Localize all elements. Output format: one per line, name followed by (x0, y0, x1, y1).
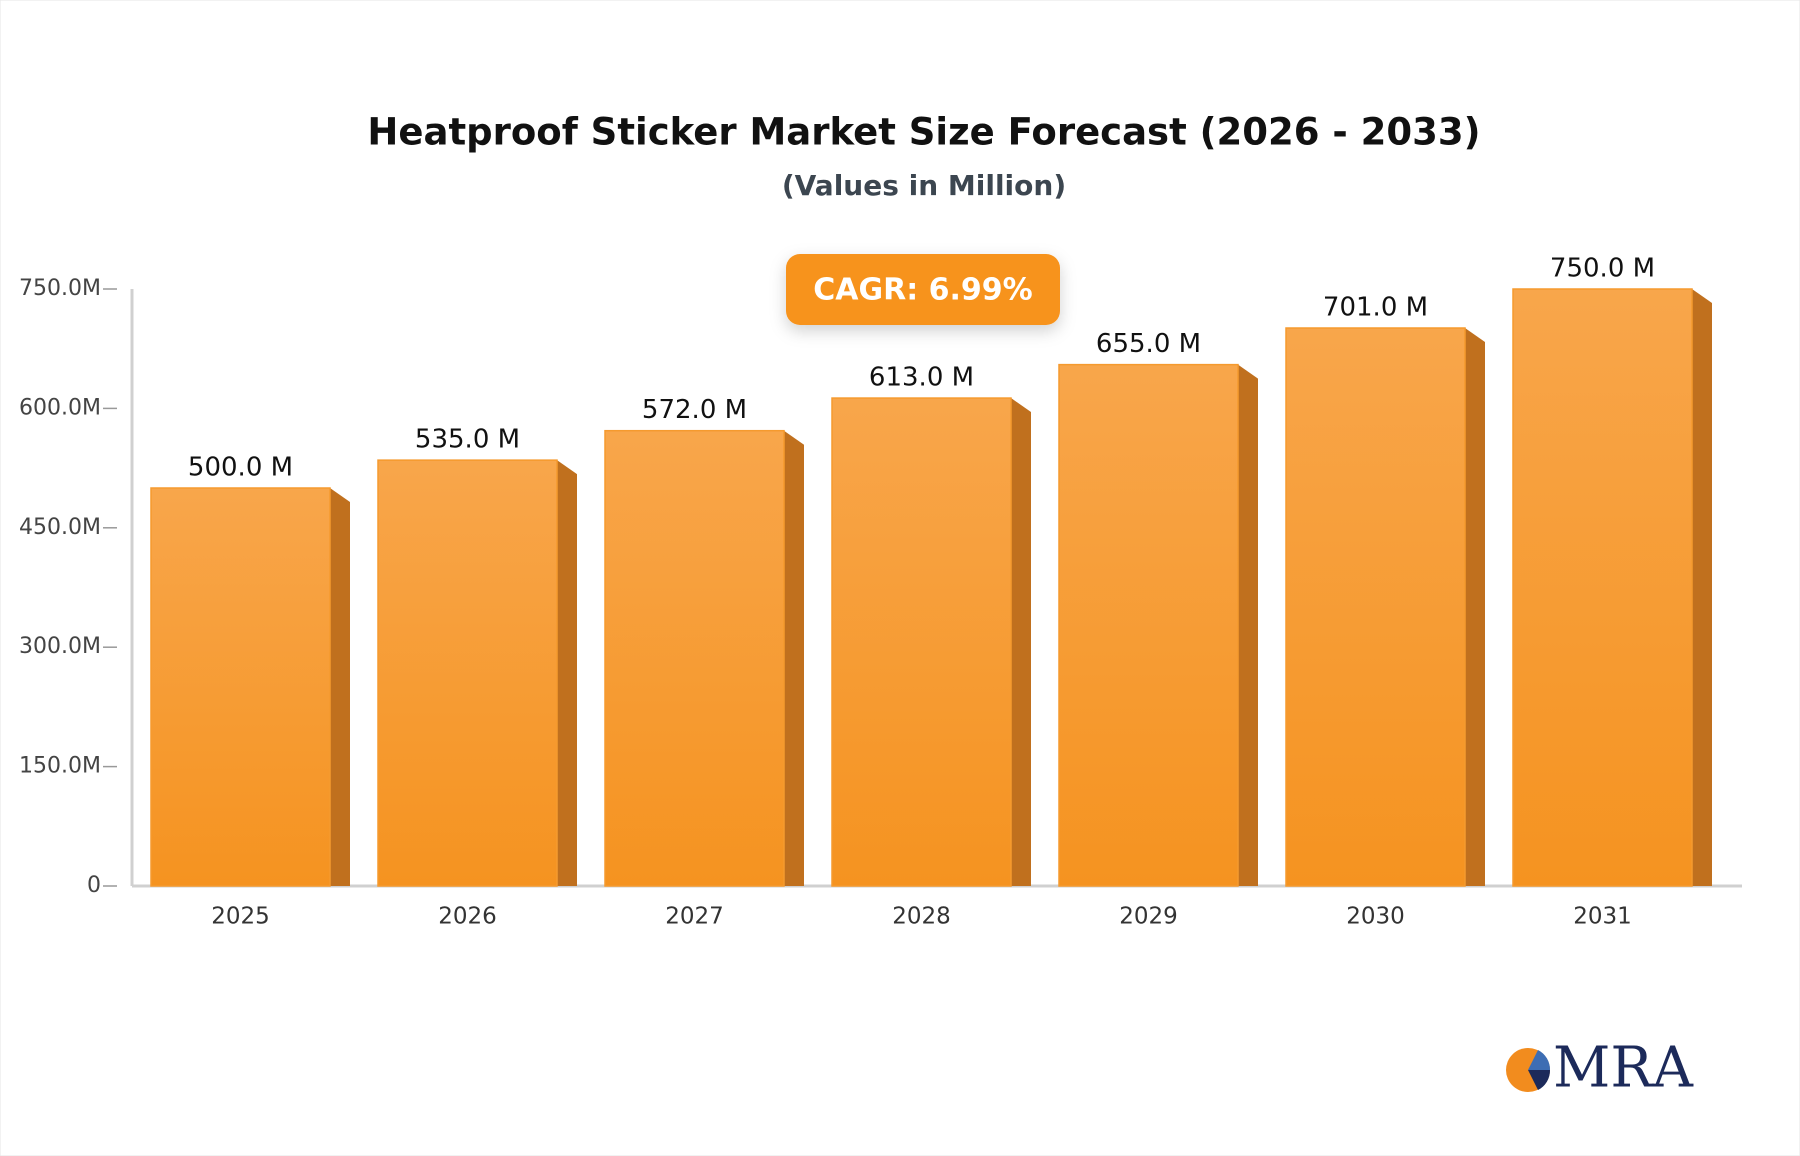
y-tick-label: 450.0M (19, 515, 101, 540)
cagr-label: CAGR: 6.99% (813, 273, 1032, 308)
x-tick-label: 2025 (211, 904, 270, 930)
bar (377, 459, 558, 887)
bar (831, 397, 1012, 887)
value-label: 572.0 M (642, 395, 747, 425)
y-tick-label: 600.0M (19, 395, 101, 420)
logo: MRA (1506, 1036, 1694, 1101)
bar (604, 429, 785, 887)
logo-text: MRA (1553, 1036, 1694, 1101)
bar-side (784, 430, 804, 886)
y-tick-label: 750.0M (19, 276, 101, 301)
bar (1512, 288, 1693, 887)
bar-side (1465, 328, 1485, 886)
value-label: 701.0 M (1323, 293, 1428, 323)
logo-slice (1528, 1070, 1551, 1090)
value-label: 750.0 M (1550, 254, 1655, 284)
chart-subtitle: (Values in Million) (782, 169, 1066, 202)
value-label: 655.0 M (1096, 329, 1201, 359)
x-tick-label: 2027 (665, 904, 724, 930)
x-tick-label: 2030 (1346, 904, 1405, 930)
logo-slice (1528, 1050, 1551, 1070)
y-tick-label: 0 (87, 873, 101, 898)
y-tick-label: 150.0M (19, 754, 101, 779)
x-tick-label: 2028 (892, 904, 951, 930)
cagr-badge: CAGR: 6.99% (786, 254, 1060, 325)
x-tick-label: 2031 (1573, 904, 1632, 930)
bar-side (1238, 364, 1258, 886)
y-tick-label: 300.0M (19, 634, 101, 659)
bar (150, 487, 331, 887)
cagr-box (786, 254, 1060, 325)
value-label: 613.0 M (869, 363, 974, 393)
value-label: 535.0 M (415, 425, 520, 455)
bar (1285, 327, 1466, 887)
bar-side (1692, 289, 1712, 886)
plot: 0 150.0M 300.0M 450.0M 600.0M 750.0M 2025 500.0… (19, 254, 1742, 930)
bar (1058, 363, 1239, 887)
value-label: 500.0 M (188, 453, 293, 483)
x-tick-label: 2029 (1119, 904, 1178, 930)
bar-side (1011, 398, 1031, 886)
x-tick-label: 2026 (438, 904, 497, 930)
bar-side (330, 488, 350, 886)
bar-side (557, 460, 577, 886)
chart-title: Heatproof Sticker Market Size Forecast (… (367, 111, 1480, 154)
